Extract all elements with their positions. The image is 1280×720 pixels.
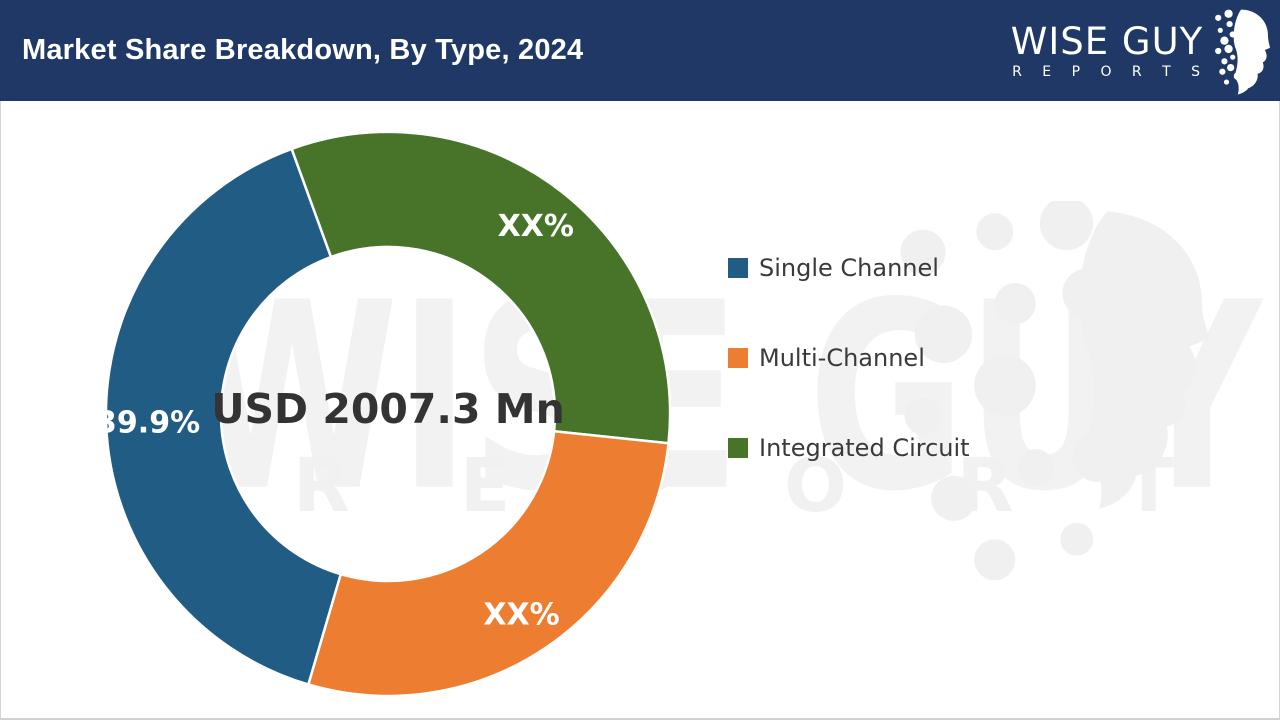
page-title: Market Share Breakdown, By Type, 2024 <box>22 34 584 66</box>
chart-area: WISE GUY R E P O R T S 39.9% XX% XX% USD 2… <box>0 101 1280 720</box>
segment-value-label: XX% <box>498 209 574 244</box>
legend-swatch-integrated-circuit <box>728 438 748 458</box>
brand-name: WISE GUY <box>1010 20 1204 63</box>
legend-swatch-single-channel <box>728 258 748 278</box>
legend-item-integrated-circuit[interactable]: Integrated Circuit <box>728 435 970 461</box>
segment-value-label: 39.9% <box>96 406 200 441</box>
legend-label: Single Channel <box>759 254 939 282</box>
header-bar: Market Share Breakdown, By Type, 2024 WI… <box>0 0 1280 101</box>
donut-segment-single-channel[interactable] <box>104 147 343 686</box>
donut-segment-integrated-circuit[interactable] <box>290 130 672 445</box>
legend-label: Multi-Channel <box>759 344 925 372</box>
donut-segments: 39.9% XX% XX% <box>96 130 672 698</box>
brand-logo-text: WISE GUY R E P O R T S <box>1006 20 1208 81</box>
legend-item-multi-channel[interactable]: Multi-Channel <box>728 345 970 371</box>
watermark-face-dots <box>900 201 1210 581</box>
legend-label: Integrated Circuit <box>759 434 970 462</box>
segment-value-label: XX% <box>483 597 559 632</box>
legend-item-single-channel[interactable]: Single Channel <box>728 255 970 281</box>
donut-segment-multi-channel[interactable] <box>307 430 670 698</box>
donut-chart: 39.9% XX% XX% USD 2007.3 Mn <box>96 130 672 698</box>
legend-swatch-multi-channel <box>728 348 748 368</box>
chart-legend: Single Channel Multi-Channel Integrated … <box>728 255 970 525</box>
donut-center-value: USD 2007.3 Mn <box>211 385 565 433</box>
brand-subname: R E P O R T S <box>1012 64 1208 80</box>
brand-face-icon <box>1215 9 1270 95</box>
brand-logo: WISE GUY R E P O R T S <box>1006 7 1270 95</box>
